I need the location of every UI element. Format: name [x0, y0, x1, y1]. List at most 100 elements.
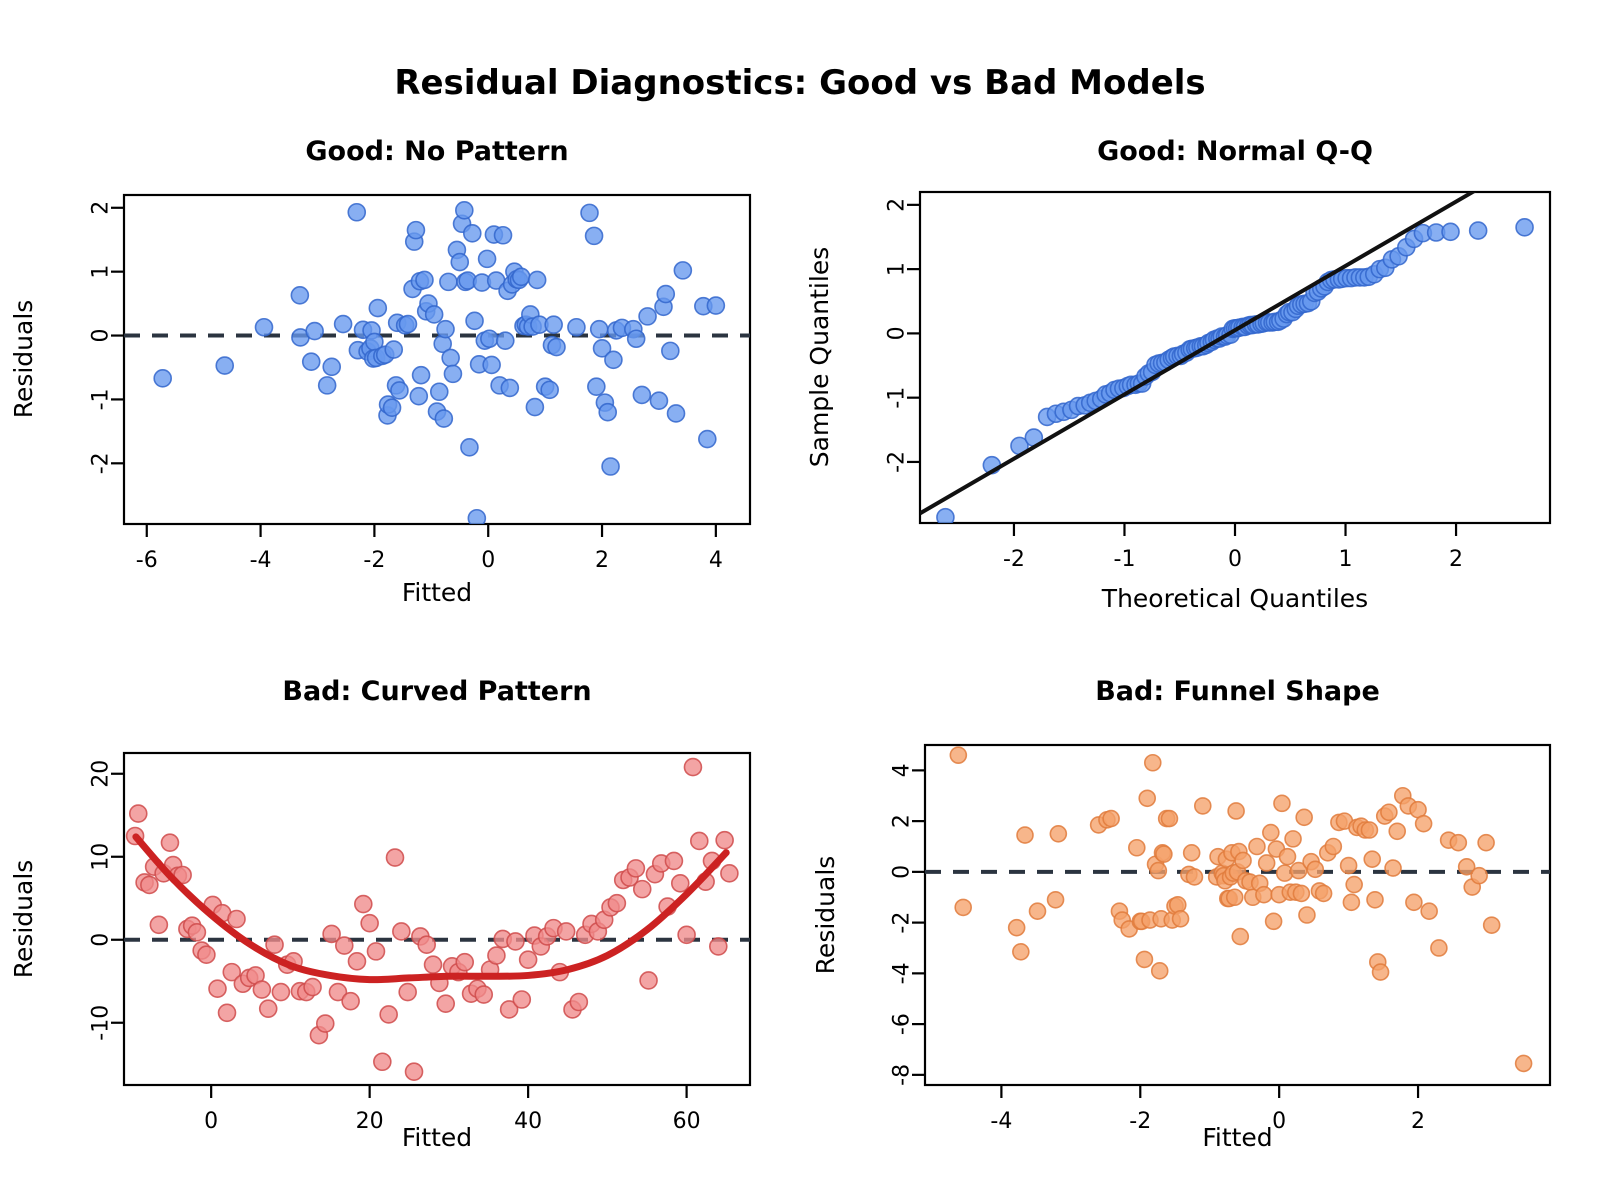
data-point [477, 249, 497, 269]
data-point [1138, 789, 1157, 808]
data-point [1292, 884, 1311, 903]
data-point [423, 955, 443, 974]
data-point [661, 341, 680, 361]
data-point [639, 971, 658, 990]
data-point [406, 220, 426, 240]
data-point [1298, 906, 1316, 924]
y-tick-label: -2 [884, 451, 909, 473]
y-tick-label: 2 [884, 198, 909, 212]
panel-good-no-pattern: Good: No Pattern -6 -4 -2 0 2 4 -2 -1 0 1 2 Fitted Re… [9, 136, 752, 607]
y-tick-label: -8 [889, 1064, 914, 1086]
data-point [217, 1003, 237, 1023]
data-point [1012, 942, 1030, 961]
data-point [689, 831, 709, 851]
data-point [580, 203, 599, 223]
data-point [160, 833, 180, 852]
y-tick-label: 2 [889, 814, 914, 828]
data-point [140, 875, 159, 895]
data-point [1128, 838, 1146, 857]
data-point [334, 936, 354, 955]
data-point [1384, 859, 1402, 877]
data-point [1360, 821, 1379, 839]
data-point [258, 999, 278, 1018]
data-point [626, 859, 646, 878]
data-point [1016, 826, 1034, 844]
data-point [1225, 888, 1244, 907]
data-point [215, 356, 235, 375]
data-point [429, 382, 449, 402]
data-point [1314, 884, 1333, 903]
y-axis-label: Residuals [9, 300, 38, 419]
x-tick-label: 2 [1411, 1109, 1425, 1134]
data-point [1193, 797, 1212, 815]
data-point [328, 982, 348, 1002]
data-point [187, 922, 207, 942]
data-point [474, 985, 494, 1004]
y-tick-label: -1 [884, 387, 909, 409]
data-point [1046, 890, 1065, 909]
data-point [540, 380, 559, 400]
y-tick-label: 0 [884, 326, 909, 340]
data-point [1449, 833, 1468, 852]
data-point [443, 364, 463, 384]
data-point [547, 337, 566, 357]
x-tick-label: -2 [1003, 547, 1025, 572]
data-point [317, 376, 337, 395]
data-point [322, 357, 342, 377]
data-point [569, 992, 589, 1012]
data-point [1414, 814, 1433, 833]
x-tick-label: -4 [990, 1109, 1012, 1134]
data-point [128, 804, 148, 823]
data-point [1135, 950, 1154, 969]
x-tick-label: -1 [1114, 547, 1136, 572]
data-point [265, 935, 284, 955]
data-point [436, 994, 456, 1013]
data-point [1515, 218, 1534, 237]
data-point [1264, 912, 1283, 931]
data-point [384, 340, 404, 359]
data-point [1160, 809, 1179, 828]
data-layer [124, 757, 750, 1082]
data-point [698, 429, 717, 449]
plot-box [122, 193, 752, 526]
data-point [390, 381, 409, 400]
data-point [1257, 854, 1276, 872]
data-point [271, 982, 291, 1002]
data-point [398, 314, 418, 334]
data-point [227, 909, 246, 929]
x-tick-label: 60 [673, 1109, 701, 1134]
data-point [1380, 803, 1398, 822]
data-point [373, 1052, 392, 1072]
data-point [592, 339, 612, 358]
y-tick-label: 2 [88, 201, 113, 215]
data-point [252, 980, 272, 999]
y-tick-label: -6 [889, 1013, 914, 1035]
data-point [949, 746, 968, 764]
data-point [436, 319, 455, 339]
data-point [460, 438, 479, 457]
data-point [465, 311, 484, 331]
panel-title: Good: Normal Q-Q [1097, 136, 1373, 167]
data-point [649, 391, 669, 411]
data-point [1234, 851, 1252, 870]
data-point [1262, 823, 1280, 842]
data-point [506, 932, 525, 951]
data-point [208, 979, 227, 999]
x-tick-label: 1 [1339, 547, 1353, 572]
qq-reference-line [920, 192, 1477, 516]
y-tick-label: 0 [889, 865, 914, 879]
data-point [607, 893, 627, 913]
data-point [936, 507, 955, 523]
data-point [626, 329, 646, 349]
data-point [1182, 844, 1201, 862]
data-point [415, 270, 434, 290]
data-point [467, 508, 487, 524]
data-point [1468, 221, 1488, 240]
data-point [254, 317, 274, 337]
data-point [417, 935, 436, 955]
x-tick-label: -6 [136, 548, 158, 573]
data-point [567, 317, 586, 337]
panel-good-normal-qq: Good: Normal Q-Q -2 -1 0 1 2 -2 -1 0 1 2 Theoretica… [805, 136, 1552, 613]
data-point [333, 314, 353, 334]
